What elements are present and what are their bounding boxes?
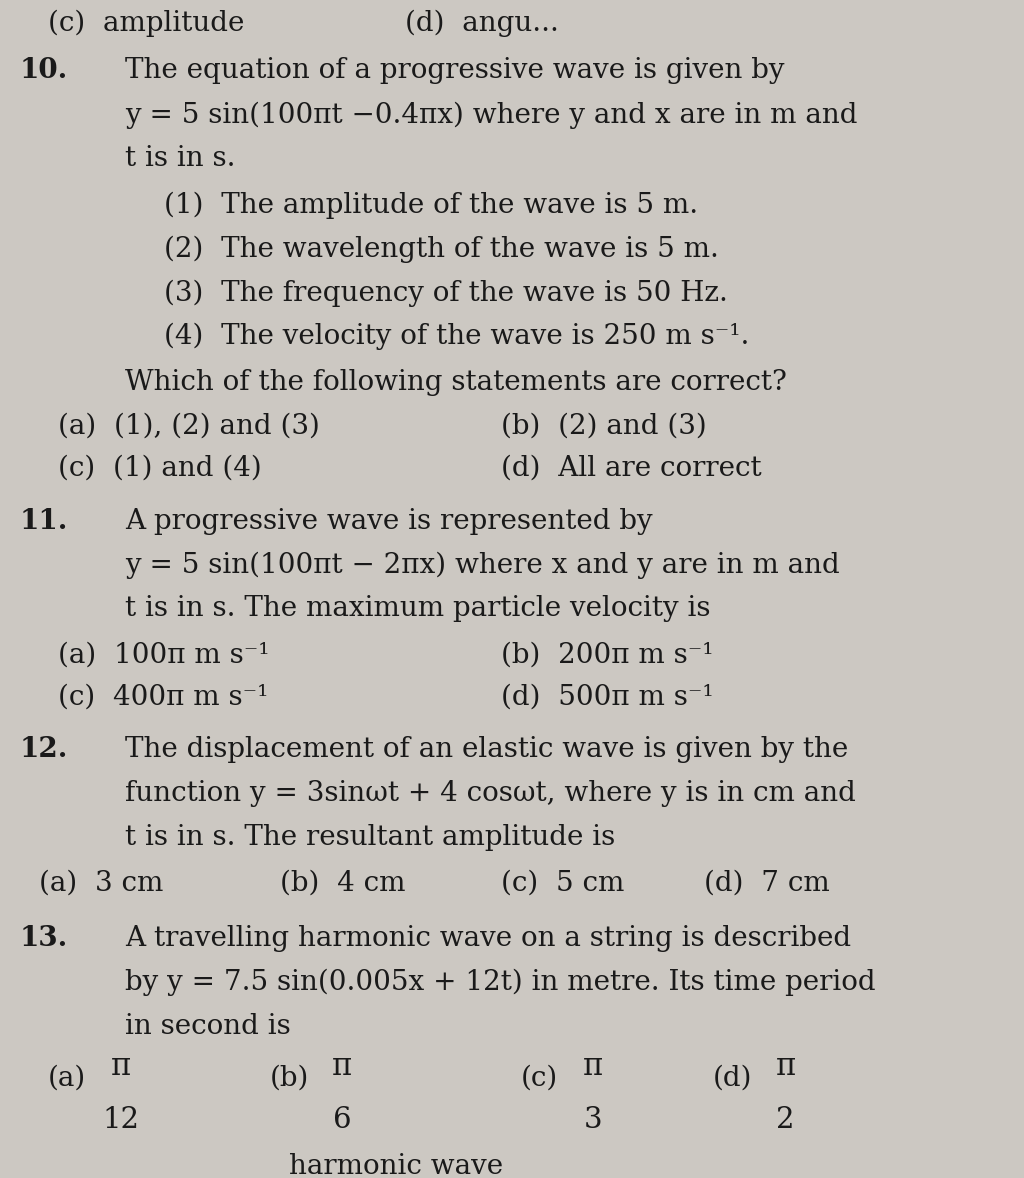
Text: (d): (d) xyxy=(714,1065,753,1092)
Text: π: π xyxy=(583,1051,603,1083)
Text: t is in s. The maximum particle velocity is: t is in s. The maximum particle velocity… xyxy=(125,595,711,622)
Text: y = 5 sin(100πt −0.4πx) where y and x are in m and: y = 5 sin(100πt −0.4πx) where y and x ar… xyxy=(125,101,858,128)
Text: t is in s. The resultant amplitude is: t is in s. The resultant amplitude is xyxy=(125,823,615,851)
Text: The equation of a progressive wave is given by: The equation of a progressive wave is gi… xyxy=(125,58,784,85)
Text: π: π xyxy=(111,1051,130,1083)
Text: π: π xyxy=(775,1051,796,1083)
Text: 11.: 11. xyxy=(19,508,68,535)
Text: (d)  angu...: (d) angu... xyxy=(404,9,559,37)
Text: (b)  200π m s⁻¹: (b) 200π m s⁻¹ xyxy=(501,642,714,668)
Text: in second is: in second is xyxy=(125,1013,291,1039)
Text: The displacement of an elastic wave is given by the: The displacement of an elastic wave is g… xyxy=(125,736,849,763)
Text: 2: 2 xyxy=(776,1106,795,1134)
Text: A progressive wave is represented by: A progressive wave is represented by xyxy=(125,508,653,535)
Text: function y = 3sinωt + 4 cosωt, where y is in cm and: function y = 3sinωt + 4 cosωt, where y i… xyxy=(125,780,856,807)
Text: (b)  (2) and (3): (b) (2) and (3) xyxy=(501,413,707,441)
Text: (3)  The frequency of the wave is 50 Hz.: (3) The frequency of the wave is 50 Hz. xyxy=(164,279,728,306)
Text: (c): (c) xyxy=(520,1065,558,1092)
Text: y = 5 sin(100πt − 2πx) where x and y are in m and: y = 5 sin(100πt − 2πx) where x and y are… xyxy=(125,551,840,578)
Text: (c)  (1) and (4): (c) (1) and (4) xyxy=(57,455,261,482)
Text: (b): (b) xyxy=(270,1065,309,1092)
Text: t is in s.: t is in s. xyxy=(125,145,236,172)
Text: 3: 3 xyxy=(584,1106,602,1134)
Text: (c)  amplitude: (c) amplitude xyxy=(48,9,245,37)
Text: 12.: 12. xyxy=(19,736,68,763)
Text: 10.: 10. xyxy=(19,58,68,85)
Text: by y = 7.5 sin(0.005x + 12t) in metre. Its time period: by y = 7.5 sin(0.005x + 12t) in metre. I… xyxy=(125,968,876,995)
Text: (d)  7 cm: (d) 7 cm xyxy=(703,869,829,896)
Text: 12: 12 xyxy=(102,1106,139,1134)
Text: A travelling harmonic wave on a string is described: A travelling harmonic wave on a string i… xyxy=(125,925,851,952)
Text: harmonic wave: harmonic wave xyxy=(289,1153,503,1178)
Text: (a)  3 cm: (a) 3 cm xyxy=(39,869,163,896)
Text: (b)  4 cm: (b) 4 cm xyxy=(280,869,406,896)
Text: π: π xyxy=(332,1051,352,1083)
Text: (4)  The velocity of the wave is 250 m s⁻¹.: (4) The velocity of the wave is 250 m s⁻… xyxy=(164,323,750,351)
Text: (2)  The wavelength of the wave is 5 m.: (2) The wavelength of the wave is 5 m. xyxy=(164,236,719,263)
Text: (d)  All are correct: (d) All are correct xyxy=(501,455,762,482)
Text: (c)  5 cm: (c) 5 cm xyxy=(501,869,625,896)
Text: (d)  500π m s⁻¹: (d) 500π m s⁻¹ xyxy=(501,683,714,710)
Text: (a): (a) xyxy=(48,1065,86,1092)
Text: (1)  The amplitude of the wave is 5 m.: (1) The amplitude of the wave is 5 m. xyxy=(164,191,698,219)
Text: 6: 6 xyxy=(333,1106,351,1134)
Text: Which of the following statements are correct?: Which of the following statements are co… xyxy=(125,369,787,396)
Text: (a)  (1), (2) and (3): (a) (1), (2) and (3) xyxy=(57,413,319,441)
Text: (a)  100π m s⁻¹: (a) 100π m s⁻¹ xyxy=(57,642,269,668)
Text: (c)  400π m s⁻¹: (c) 400π m s⁻¹ xyxy=(57,683,268,710)
Text: 13.: 13. xyxy=(19,925,68,952)
